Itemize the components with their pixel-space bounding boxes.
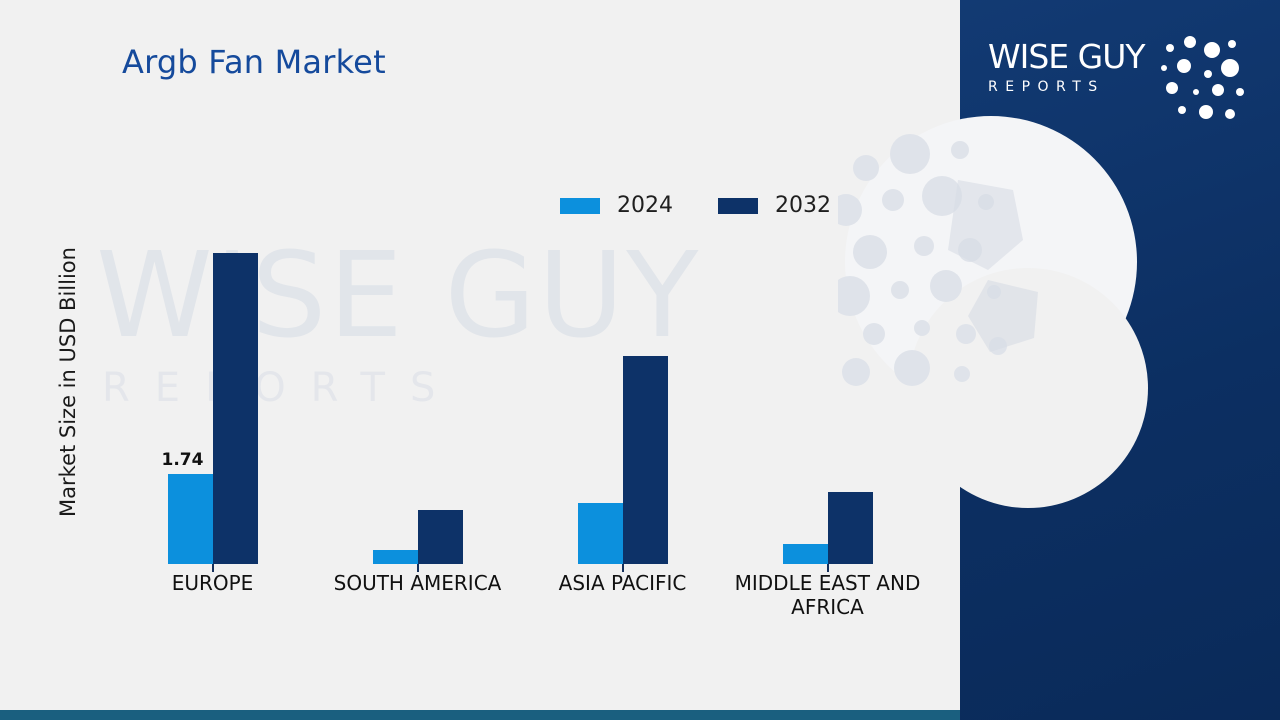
bar-chart: Market Size in USD Billion 2024 2032 1.7…: [0, 160, 960, 720]
bar-value-label: 1.74: [161, 450, 204, 471]
logo-molecule-dots-icon: [1156, 34, 1248, 126]
legend-label-2032: 2032: [775, 193, 831, 218]
logo-subtitle: REPORTS: [988, 79, 1105, 95]
bar-2024[interactable]: [577, 502, 623, 564]
legend-item-2024[interactable]: 2024: [560, 193, 673, 218]
category-label: SOUTH AMERICA: [333, 571, 502, 595]
logo-wordmark: WISE GUY: [988, 37, 1146, 76]
bar-pair: [372, 160, 463, 564]
bar-group: 1.74 EUROPE: [110, 160, 315, 595]
page-title: Argb Fan Market: [122, 43, 386, 81]
legend-swatch-2024: [560, 197, 600, 214]
bar-group: MIDDLE EAST AND AFRICA: [725, 160, 930, 618]
molecule-network-icon: [838, 120, 1138, 420]
bar-2024[interactable]: [167, 474, 213, 564]
bar-pair: [782, 160, 873, 564]
axis-tick: [621, 564, 624, 572]
bar-2024[interactable]: [372, 550, 418, 564]
legend-swatch-2032: [718, 197, 758, 214]
bar-pair: [167, 160, 258, 564]
axis-tick: [211, 564, 214, 572]
category-label: EUROPE: [171, 571, 254, 595]
legend-label-2024: 2024: [617, 193, 673, 218]
y-axis-title: Market Size in USD Billion: [56, 247, 80, 517]
bar-pair: [577, 160, 668, 564]
bar-2032[interactable]: [417, 510, 463, 564]
axis-tick: [416, 564, 419, 572]
bar-group: SOUTH AMERICA: [315, 160, 520, 595]
legend-item-2032[interactable]: 2032: [718, 193, 831, 218]
bar-2032[interactable]: [212, 253, 258, 564]
wiseguy-logo: WISE GUY REPORTS: [988, 36, 1244, 119]
chart-legend: 2024 2032: [560, 193, 831, 218]
bar-2024[interactable]: [782, 543, 828, 564]
bar-group: ASIA PACIFIC: [520, 160, 725, 595]
bar-2032[interactable]: [827, 492, 873, 564]
category-label: ASIA PACIFIC: [558, 571, 687, 595]
plot-area: 1.74 EUROPE SOUTH AMERICA ASIA PACIFIC MIDDL…: [110, 160, 930, 618]
axis-tick: [826, 564, 829, 572]
footer-accent-bar: [0, 710, 960, 720]
bar-2032[interactable]: [622, 356, 668, 564]
category-label: MIDDLE EAST AND AFRICA: [734, 571, 921, 619]
